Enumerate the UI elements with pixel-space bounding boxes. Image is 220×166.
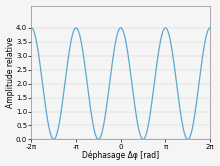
Y-axis label: Amplitude relative: Amplitude relative — [6, 37, 15, 108]
X-axis label: Déphasage Δφ [rad]: Déphasage Δφ [rad] — [82, 151, 159, 161]
